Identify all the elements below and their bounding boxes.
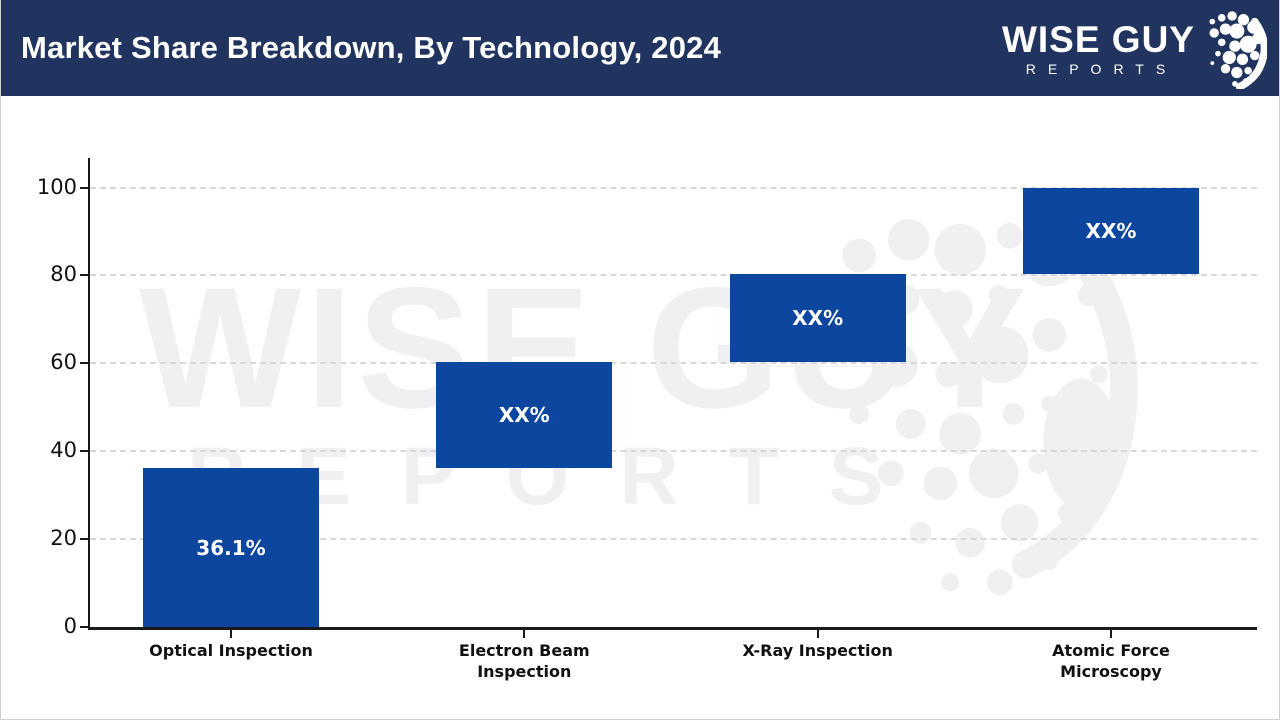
y-tick-label: 80 bbox=[50, 262, 77, 287]
gridline bbox=[90, 274, 1257, 277]
brand-head-icon bbox=[1209, 11, 1267, 89]
y-tick bbox=[80, 538, 89, 541]
category-label-line: Optical Inspection bbox=[149, 641, 313, 660]
y-tick bbox=[80, 274, 89, 277]
y-axis-line bbox=[88, 158, 90, 629]
page-title: Market Share Breakdown, By Technology, 2… bbox=[21, 30, 722, 65]
x-tick bbox=[816, 630, 819, 638]
gridline bbox=[90, 186, 1257, 189]
y-tick-label: 40 bbox=[50, 438, 77, 463]
bar-value-label: 36.1% bbox=[196, 535, 266, 560]
category-label-line: X-Ray Inspection bbox=[742, 641, 893, 660]
y-tick bbox=[80, 626, 89, 628]
bar: XX% bbox=[729, 274, 906, 362]
bar-value-label: XX% bbox=[792, 305, 844, 330]
y-tick-label: 20 bbox=[50, 526, 77, 551]
y-tick bbox=[80, 186, 89, 189]
category-label-line: Electron Beam bbox=[458, 641, 590, 660]
brand-name: WISE GUY bbox=[1001, 18, 1195, 60]
gridline bbox=[90, 362, 1257, 365]
bar-value-label: XX% bbox=[498, 402, 550, 427]
y-tick bbox=[80, 450, 89, 453]
gridline bbox=[90, 450, 1257, 453]
x-tick bbox=[1110, 630, 1112, 638]
y-tick-label: 100 bbox=[36, 174, 77, 199]
bar-value-label: XX% bbox=[1085, 218, 1137, 243]
category-label-line: Atomic Force bbox=[1052, 641, 1170, 660]
category-label-line: Microscopy bbox=[1060, 662, 1162, 681]
x-axis-line bbox=[88, 627, 1257, 630]
header-bar: Market Share Breakdown, By Technology, 2… bbox=[1, 0, 1279, 96]
bar: 36.1% bbox=[143, 468, 319, 627]
y-tick bbox=[80, 362, 89, 365]
brand-subname: REPORTS bbox=[1025, 60, 1178, 77]
category-label: Electron Beam Inspection bbox=[399, 640, 649, 682]
category-label: Atomic Force Microscopy bbox=[986, 640, 1236, 682]
category-label-line: Inspection bbox=[477, 662, 572, 681]
bar: XX% bbox=[1023, 187, 1199, 275]
category-label: Optical Inspection bbox=[106, 640, 356, 661]
x-tick bbox=[523, 630, 526, 638]
category-label: X-Ray Inspection bbox=[693, 640, 943, 661]
gridline bbox=[90, 538, 1257, 541]
y-tick-label: 60 bbox=[50, 350, 77, 375]
bar: XX% bbox=[436, 361, 613, 469]
x-tick bbox=[230, 630, 232, 638]
y-tick-label: 0 bbox=[63, 614, 77, 638]
brand-logo: WISE GUY REPORTS bbox=[1002, 7, 1267, 89]
